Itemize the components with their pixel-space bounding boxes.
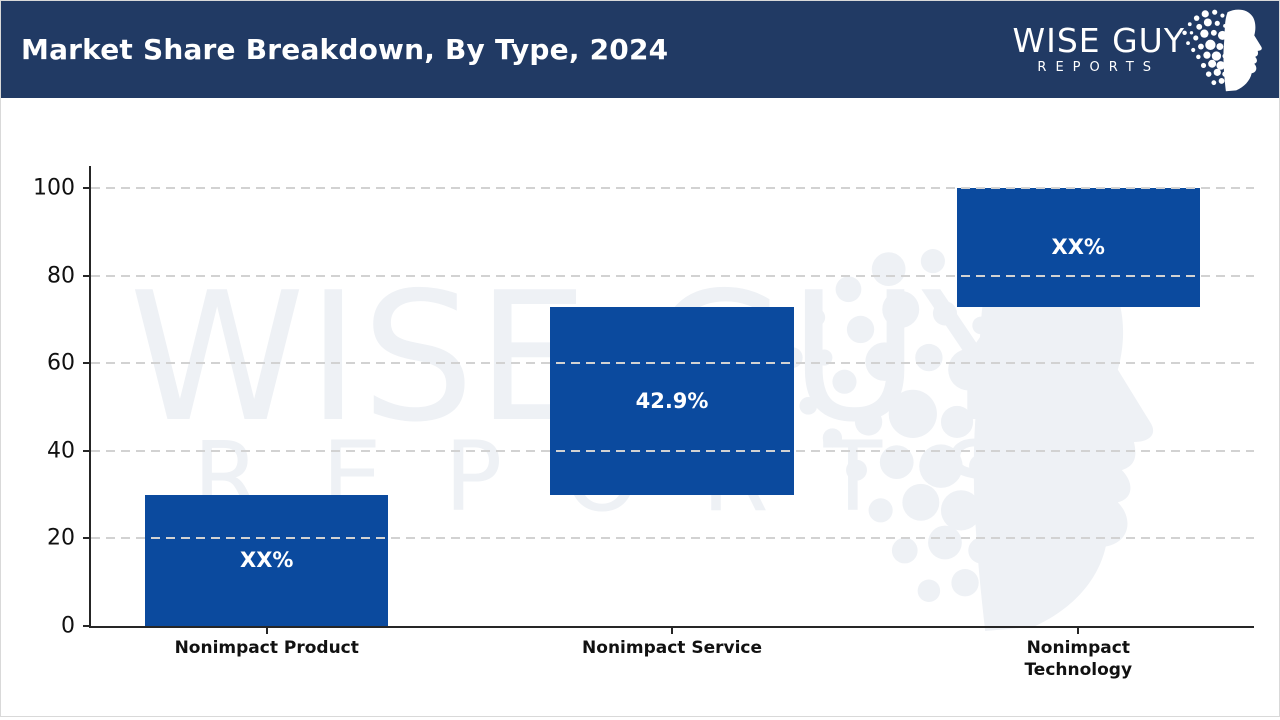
y-axis-tick-80 xyxy=(83,274,89,277)
y-axis-tick-label-0: 0 xyxy=(61,613,75,639)
gridline-80 xyxy=(91,274,1254,277)
x-axis-tick-2 xyxy=(671,628,674,634)
y-axis-tick-label-100: 100 xyxy=(33,175,75,201)
y-axis-tick-0 xyxy=(83,625,89,627)
gridline-60 xyxy=(91,362,1254,365)
category-label-3: Nonimpact Technology xyxy=(1024,638,1133,681)
brand-logo: WISE GUY REPORTS xyxy=(1012,7,1265,93)
gridline-40 xyxy=(91,449,1254,452)
bar-segment-2[interactable]: 42.9% xyxy=(550,306,794,495)
gridline-20 xyxy=(91,537,1254,540)
bar-value-label-3: XX% xyxy=(1051,235,1105,260)
category-label-2: Nonimpact Service xyxy=(582,638,763,658)
bar-value-label-2: 42.9% xyxy=(635,388,709,413)
brand-subtitle: REPORTS xyxy=(1037,59,1161,75)
x-axis-tick-3 xyxy=(1077,628,1080,634)
chart-title: Market Share Breakdown, By Type, 2024 xyxy=(21,33,669,66)
bar-segment-1[interactable]: XX% xyxy=(144,494,389,626)
brand-name: WISE GUY xyxy=(1012,21,1185,61)
y-axis-tick-40 xyxy=(83,449,89,452)
y-axis-tick-label-20: 20 xyxy=(47,525,75,551)
wiseguy-face-logo-icon xyxy=(1173,7,1265,93)
header: Market Share Breakdown, By Type, 2024 WI… xyxy=(1,1,1279,98)
gridline-100 xyxy=(91,186,1254,189)
category-label-1: Nonimpact Product xyxy=(174,638,359,658)
y-axis-tick-100 xyxy=(83,186,89,189)
y-axis-tick-label-80: 80 xyxy=(47,263,75,289)
y-axis-tick-20 xyxy=(83,537,89,540)
x-axis-tick-1 xyxy=(265,628,268,634)
bar-segment-3[interactable]: XX% xyxy=(956,187,1201,307)
y-axis-tick-label-60: 60 xyxy=(47,350,75,376)
bar-value-label-1: XX% xyxy=(240,548,294,573)
y-axis-tick-60 xyxy=(83,362,89,365)
plot-area: 0 20 40 60 80 100 XX% Nonimpact Product 42.9% Non… xyxy=(33,166,1254,680)
brand-logo-text: WISE GUY REPORTS xyxy=(1012,24,1185,75)
y-axis-tick-label-40: 40 xyxy=(47,438,75,464)
